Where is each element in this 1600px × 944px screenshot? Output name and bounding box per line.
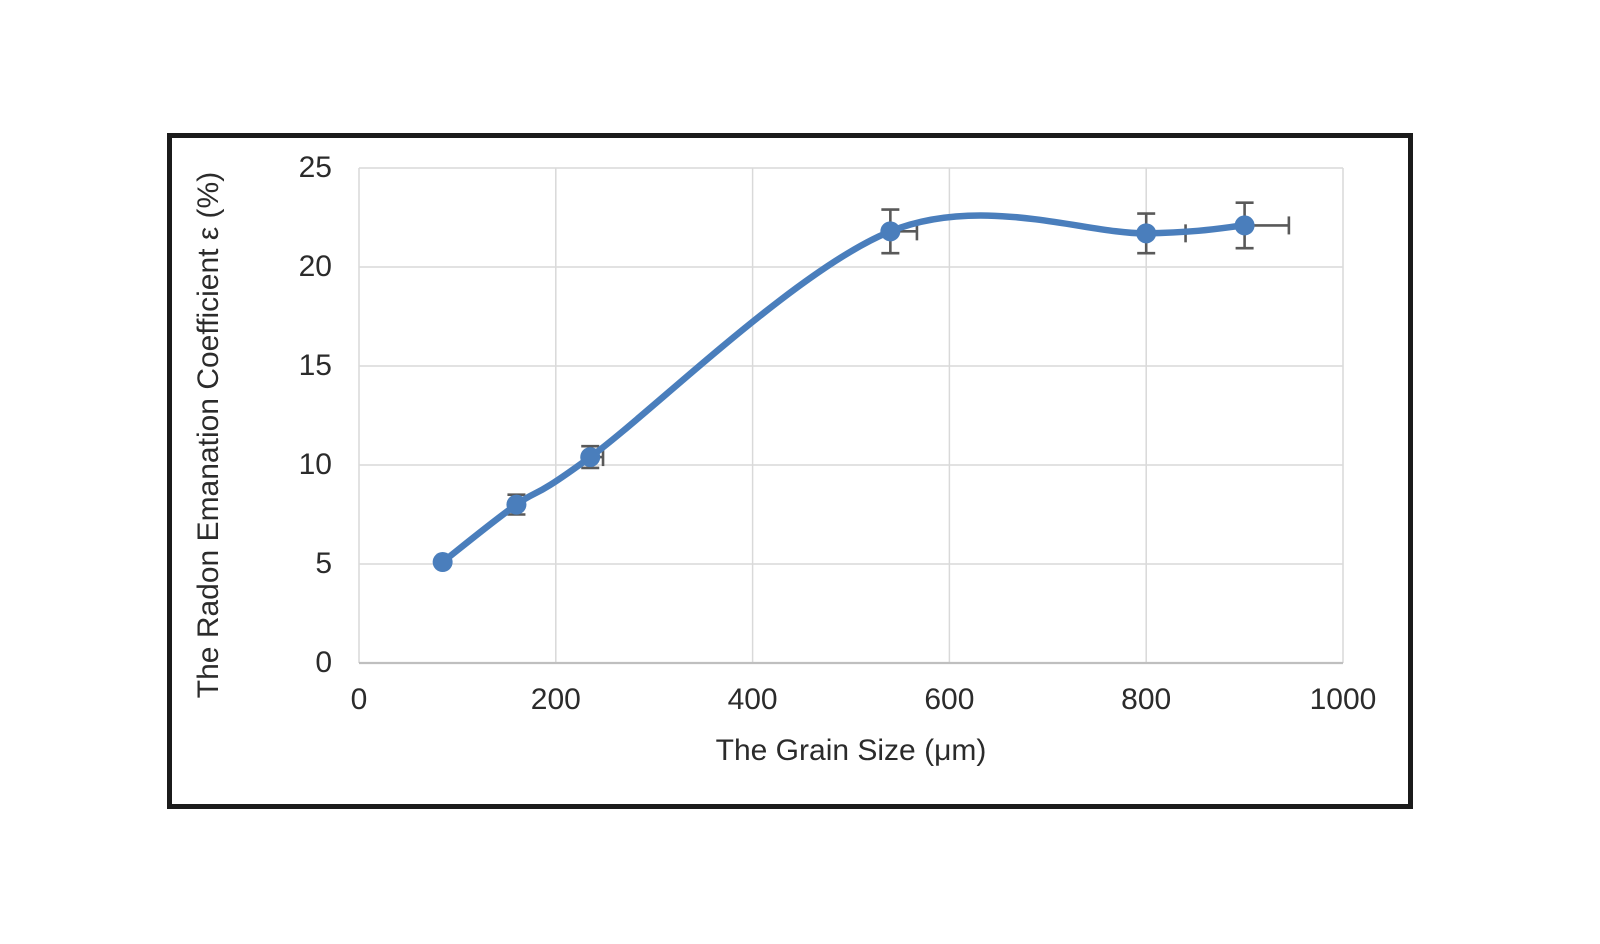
data-point-marker xyxy=(1136,223,1157,244)
data-point-marker xyxy=(580,447,601,468)
data-point-marker xyxy=(432,552,453,573)
x-tick-label: 0 xyxy=(350,683,368,716)
data-point-marker xyxy=(1234,215,1255,236)
data-point-marker xyxy=(506,494,527,515)
y-tick-label: 0 xyxy=(315,646,332,679)
data-point-markers xyxy=(432,215,1255,573)
error-bars xyxy=(507,201,1291,516)
y-tick-label: 5 xyxy=(315,547,332,580)
chart-frame xyxy=(167,133,1413,809)
y-axis-title: The Radon Emanation Coefficient ε (%) xyxy=(192,171,225,699)
x-tick-label: 200 xyxy=(530,683,581,716)
data-point-marker xyxy=(880,221,901,242)
x-axis-title: The Grain Size (μm) xyxy=(715,734,987,767)
x-tick-label: 1000 xyxy=(1309,683,1377,716)
y-tick-label: 25 xyxy=(298,151,332,184)
y-tick-label: 10 xyxy=(298,448,332,481)
x-tick-label: 600 xyxy=(924,683,975,716)
gridlines xyxy=(358,167,1344,665)
y-tick-label: 15 xyxy=(298,349,332,382)
y-tick-label: 20 xyxy=(298,250,332,283)
x-tick-label: 800 xyxy=(1121,683,1172,716)
x-tick-label: 400 xyxy=(727,683,778,716)
